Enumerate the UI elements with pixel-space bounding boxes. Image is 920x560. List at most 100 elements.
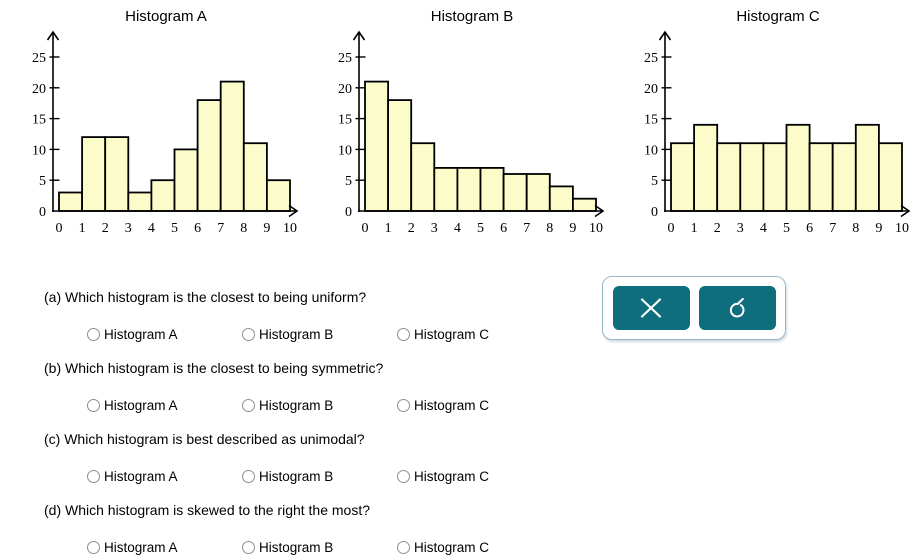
undo-icon [729, 297, 745, 317]
qb-radio-b[interactable] [242, 399, 255, 412]
qb-option-histogram-b[interactable]: Histogram B [242, 398, 397, 413]
qd-option-histogram-a[interactable]: Histogram A [87, 540, 242, 555]
questions-section: (a) Which histogram is the closest to be… [44, 289, 604, 560]
histogram-b: Histogram B 0 5 10 15 20 25 0 1 2 3 4 5 6 7 8 9 10 [306, 6, 612, 243]
qd-option-histogram-b[interactable]: Histogram B [242, 540, 397, 555]
radio-label: Histogram B [259, 540, 334, 555]
y-axis-arrow [658, 30, 672, 41]
x-tick-label: 8 [546, 221, 553, 236]
bar-bin-0-1 [670, 142, 696, 212]
x-tick-label: 5 [477, 221, 484, 236]
qb-radio-a[interactable] [87, 399, 100, 412]
qb-option-histogram-a[interactable]: Histogram A [87, 398, 242, 413]
y-axis-arrow [46, 30, 60, 41]
qc-option-histogram-c[interactable]: Histogram C [397, 469, 552, 484]
histogram-c-plot: 0 5 10 15 20 25 0 1 2 3 4 5 6 7 8 9 10 [644, 30, 911, 236]
qb-option-histogram-c[interactable]: Histogram C [397, 398, 552, 413]
x-tick-label: 1 [79, 221, 86, 236]
x-tick-label: 0 [362, 221, 369, 236]
y-tick-label: 20 [644, 82, 658, 97]
qc-radio-b[interactable] [242, 470, 255, 483]
x-tick-label: 1 [691, 221, 698, 236]
radio-label: Histogram B [259, 469, 334, 484]
chart-title: Histogram B [430, 8, 514, 25]
question-d-text: (d) Which histogram is skewed to the rig… [44, 502, 371, 518]
bar-bin-2-3 [716, 142, 742, 212]
undo-button[interactable] [698, 286, 776, 330]
radio-label: Histogram A [104, 398, 178, 413]
y-tick-label: 25 [32, 51, 46, 66]
qb-radio-c[interactable] [397, 399, 410, 412]
bar-bin-4-5 [762, 142, 788, 212]
x-tick-label: 0 [668, 221, 675, 236]
bar-bin-1-2 [387, 99, 413, 212]
qa-radio-a[interactable] [87, 328, 100, 341]
question-a-text: (a) Which histogram is the closest to be… [44, 289, 367, 305]
bar-bin-6-7 [196, 99, 222, 212]
question-b-text: (b) Which histogram is the closest to be… [44, 360, 384, 376]
y-tick-label: 20 [32, 82, 46, 97]
x-icon [640, 298, 662, 318]
x-axis-arrow [900, 204, 911, 218]
radio-label: Histogram A [104, 327, 178, 342]
qa-option-histogram-b[interactable]: Histogram B [242, 327, 397, 342]
bar-bin-9-10 [265, 179, 291, 212]
x-axis-arrow [594, 204, 605, 218]
y-tick-label: 10 [32, 143, 46, 158]
qa-option-histogram-c[interactable]: Histogram C [397, 327, 552, 342]
bar-bin-6-7 [808, 142, 834, 212]
x-tick-label: 6 [194, 221, 201, 236]
qa-radio-c[interactable] [397, 328, 410, 341]
bar-bin-8-9 [548, 185, 574, 212]
bar-bin-2-3 [104, 136, 130, 212]
radio-label: Histogram B [259, 327, 334, 342]
qd-option-histogram-c[interactable]: Histogram C [397, 540, 552, 555]
qc-option-histogram-a[interactable]: Histogram A [87, 469, 242, 484]
bar-bin-5-6 [785, 123, 811, 212]
question-a: (a) Which histogram is the closest to be… [44, 289, 604, 343]
question-c: (c) Which histogram is best described as… [44, 431, 604, 485]
x-tick-label: 7 [829, 221, 836, 236]
qd-radio-a[interactable] [87, 541, 100, 554]
y-tick-label: 10 [644, 143, 658, 158]
histogram-a: Histogram A 0 5 10 15 20 25 0 1 2 3 4 5 6 7 8 9 10 [0, 6, 306, 243]
x-tick-label: 4 [148, 221, 155, 236]
bar-bin-7-8 [525, 173, 551, 212]
radio-label: Histogram C [414, 469, 490, 484]
x-tick-label: 8 [240, 221, 247, 236]
x-tick-label: 4 [454, 221, 461, 236]
x-tick-label: 9 [263, 221, 270, 236]
radio-label: Histogram B [259, 398, 334, 413]
x-axis-arrow [288, 204, 299, 218]
question-c-text: (c) Which histogram is best described as… [44, 431, 365, 447]
qd-radio-b[interactable] [242, 541, 255, 554]
y-tick-label: 15 [338, 113, 352, 128]
bar-bin-6-7 [502, 173, 528, 212]
histogram-b-plot: 0 5 10 15 20 25 0 1 2 3 4 5 6 7 8 9 10 [338, 30, 605, 236]
qc-option-histogram-b[interactable]: Histogram B [242, 469, 397, 484]
x-tick-label: 5 [171, 221, 178, 236]
qa-radio-b[interactable] [242, 328, 255, 341]
bar-bin-5-6 [479, 166, 505, 212]
qc-radio-a[interactable] [87, 470, 100, 483]
bar-bin-0-1 [364, 80, 390, 212]
x-tick-label: 5 [783, 221, 790, 236]
x-tick-label: 9 [875, 221, 882, 236]
x-tick-label: 7 [217, 221, 224, 236]
x-tick-label: 9 [569, 221, 576, 236]
x-tick-label: 3 [125, 221, 132, 236]
qd-radio-c[interactable] [397, 541, 410, 554]
y-tick-label: 10 [338, 143, 352, 158]
bar-bin-7-8 [831, 142, 857, 212]
clear-answer-button[interactable] [612, 286, 690, 330]
bar-bin-7-8 [219, 80, 245, 212]
qa-option-histogram-a[interactable]: Histogram A [87, 327, 242, 342]
bar-bin-5-6 [173, 148, 199, 212]
histogram-c: Histogram C 0 5 10 15 20 25 0 1 2 3 4 5 6 7 8 9 10 [612, 6, 918, 243]
bar-bin-8-9 [242, 142, 268, 212]
x-tick-label: 4 [760, 221, 767, 236]
qc-radio-c[interactable] [397, 470, 410, 483]
question-options: Histogram A Histogram B Histogram C [44, 468, 604, 485]
x-tick-label: 2 [102, 221, 109, 236]
question-d: (d) Which histogram is skewed to the rig… [44, 502, 604, 556]
